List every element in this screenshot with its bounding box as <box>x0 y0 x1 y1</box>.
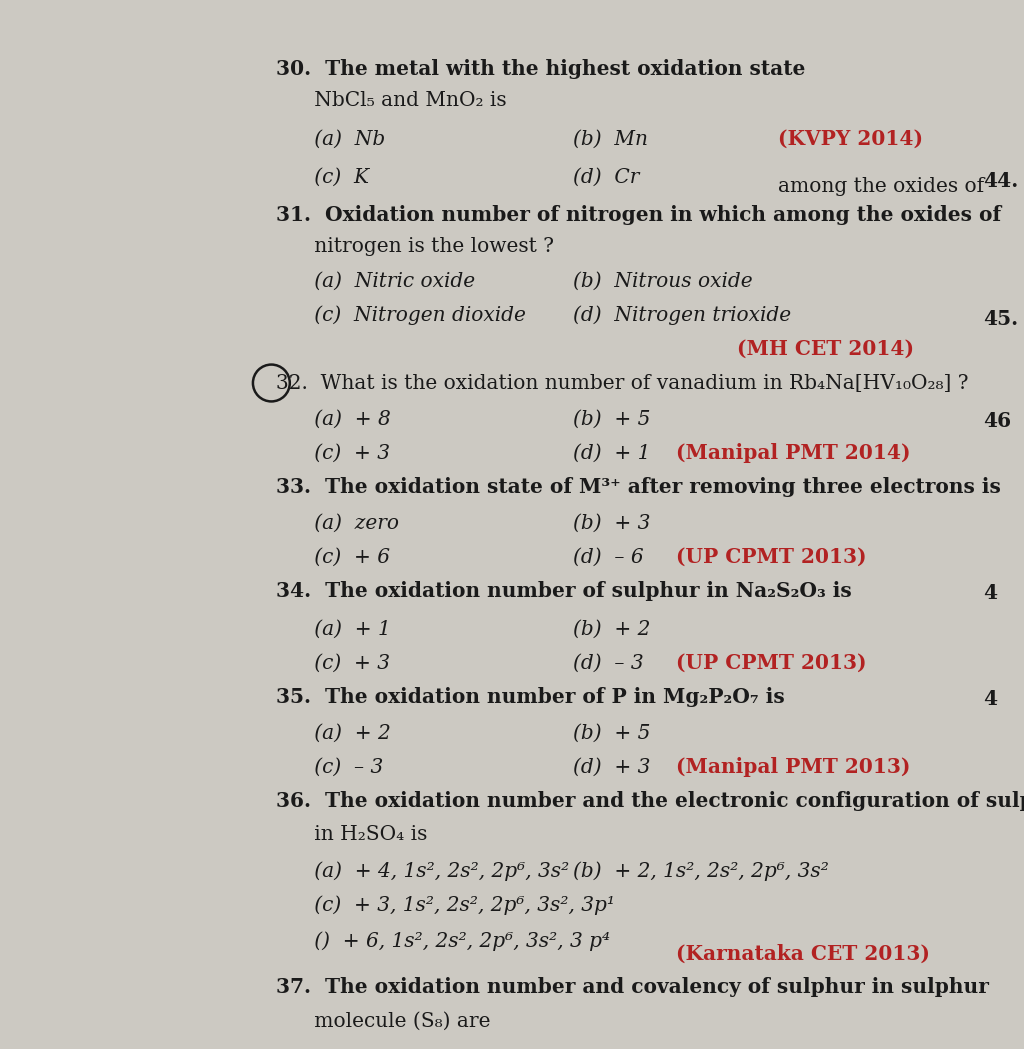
Text: molecule (S₈) are: molecule (S₈) are <box>276 1011 490 1030</box>
Text: (b)  + 5: (b) + 5 <box>573 724 651 743</box>
Text: (c)  – 3: (c) – 3 <box>276 757 384 776</box>
Text: (c)  + 3, 1s², 2s², 2p⁶, 3s², 3p¹: (c) + 3, 1s², 2s², 2p⁶, 3s², 3p¹ <box>276 895 615 915</box>
Text: (d)  Nitrogen trioxide: (d) Nitrogen trioxide <box>573 305 792 325</box>
Text: 34.  The oxidation number of sulphur in Na₂S₂O₃ is: 34. The oxidation number of sulphur in N… <box>276 581 852 601</box>
Text: ()  + 6, 1s², 2s², 2p⁶, 3s², 3 p⁴: () + 6, 1s², 2s², 2p⁶, 3s², 3 p⁴ <box>276 932 610 950</box>
Text: (a)  Nitric oxide: (a) Nitric oxide <box>276 272 475 291</box>
Text: 44.: 44. <box>983 171 1018 191</box>
Text: (a)  + 2: (a) + 2 <box>276 724 391 743</box>
Text: among the oxides of: among the oxides of <box>778 176 984 195</box>
Text: 45.: 45. <box>983 309 1018 329</box>
Text: (c)  K: (c) K <box>276 168 370 187</box>
Text: (c)  Nitrogen dioxide: (c) Nitrogen dioxide <box>276 305 526 325</box>
Text: (b)  Mn: (b) Mn <box>573 129 648 149</box>
Text: (c)  + 6: (c) + 6 <box>276 548 390 566</box>
Text: (Manipal PMT 2014): (Manipal PMT 2014) <box>676 443 910 463</box>
Text: 32.  What is the oxidation number of vanadium in Rb₄Na[HV₁₀O₂₈] ?: 32. What is the oxidation number of vana… <box>276 373 969 392</box>
Text: 35.  The oxidation number of P in Mg₂P₂O₇ is: 35. The oxidation number of P in Mg₂P₂O₇… <box>276 687 785 707</box>
Text: (UP CPMT 2013): (UP CPMT 2013) <box>676 652 866 673</box>
Text: (c)  + 3: (c) + 3 <box>276 654 390 672</box>
Text: nitrogen is the lowest ?: nitrogen is the lowest ? <box>276 237 554 257</box>
Text: 33.  The oxidation state of M³⁺ after removing three electrons is: 33. The oxidation state of M³⁺ after rem… <box>276 477 1001 497</box>
Text: (d)  + 3: (d) + 3 <box>573 757 651 776</box>
Text: (b)  + 5: (b) + 5 <box>573 409 651 428</box>
Text: (a)  + 1: (a) + 1 <box>276 620 391 639</box>
Text: (Karnataka CET 2013): (Karnataka CET 2013) <box>676 944 930 964</box>
Text: 31.  Oxidation number of nitrogen in which among the oxides of: 31. Oxidation number of nitrogen in whic… <box>276 205 1001 224</box>
Text: 4: 4 <box>983 689 997 709</box>
Text: (d)  + 1: (d) + 1 <box>573 444 651 463</box>
Text: (UP CPMT 2013): (UP CPMT 2013) <box>676 547 866 568</box>
Text: (a)  zero: (a) zero <box>276 514 399 533</box>
Text: 4: 4 <box>983 583 997 603</box>
Text: (a)  Nb: (a) Nb <box>276 129 386 149</box>
Text: (Manipal PMT 2013): (Manipal PMT 2013) <box>676 757 910 777</box>
Text: (c)  + 3: (c) + 3 <box>276 444 390 463</box>
Text: (b)  + 2: (b) + 2 <box>573 620 651 639</box>
Text: (a)  + 8: (a) + 8 <box>276 409 391 428</box>
Text: (a)  + 4, 1s², 2s², 2p⁶, 3s²: (a) + 4, 1s², 2s², 2p⁶, 3s² <box>276 861 569 881</box>
Text: (MH CET 2014): (MH CET 2014) <box>737 339 914 359</box>
Text: (KVPY 2014): (KVPY 2014) <box>778 129 924 149</box>
Text: 30.  The metal with the highest oxidation state: 30. The metal with the highest oxidation… <box>276 59 813 79</box>
Text: (b)  + 3: (b) + 3 <box>573 514 651 533</box>
Text: (b)  Nitrous oxide: (b) Nitrous oxide <box>573 272 753 291</box>
Text: 46: 46 <box>983 411 1011 431</box>
Text: (d)  – 3: (d) – 3 <box>573 654 644 672</box>
Text: (d)  Cr: (d) Cr <box>573 168 640 187</box>
Text: NbCl₅ and MnO₂ is: NbCl₅ and MnO₂ is <box>276 91 507 110</box>
Text: 36.  The oxidation number and the electronic configuration of sulphur: 36. The oxidation number and the electro… <box>276 791 1024 811</box>
Text: in H₂SO₄ is: in H₂SO₄ is <box>276 826 428 844</box>
Text: (d)  – 6: (d) – 6 <box>573 548 644 566</box>
Text: (b)  + 2, 1s², 2s², 2p⁶, 3s²: (b) + 2, 1s², 2s², 2p⁶, 3s² <box>573 861 829 881</box>
Text: 37.  The oxidation number and covalency of sulphur in sulphur: 37. The oxidation number and covalency o… <box>276 977 989 997</box>
